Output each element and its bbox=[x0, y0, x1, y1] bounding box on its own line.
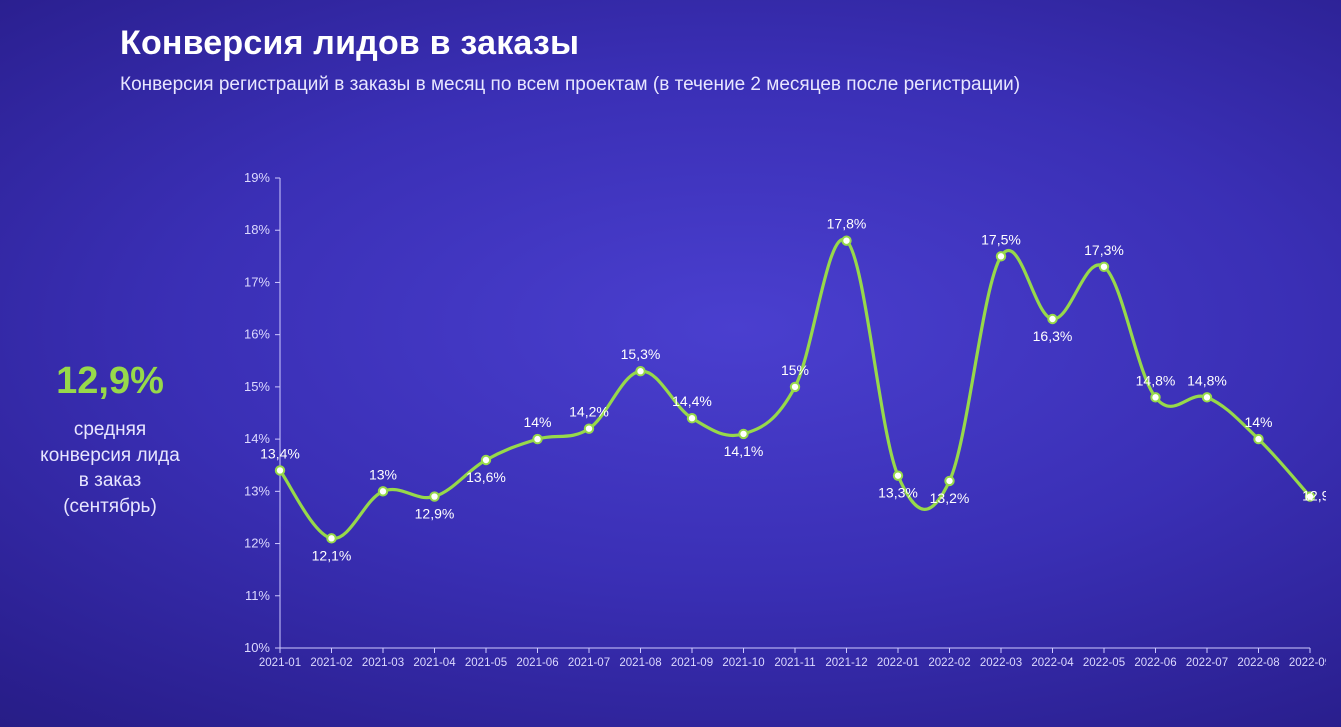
kpi-label-line: в заказ bbox=[0, 468, 220, 494]
data-point bbox=[842, 236, 850, 244]
data-point bbox=[1254, 435, 1262, 443]
page-subtitle: Конверсия регистраций в заказы в месяц п… bbox=[120, 74, 1020, 96]
kpi-label-line: (сентябрь) bbox=[0, 494, 220, 520]
conversion-line-chart: 10%11%12%13%14%15%16%17%18%19%2021-01202… bbox=[226, 168, 1326, 688]
x-tick-label: 2021-01 bbox=[259, 657, 301, 669]
data-label: 12,1% bbox=[312, 547, 352, 563]
data-point bbox=[739, 430, 747, 438]
data-point bbox=[894, 471, 902, 479]
x-tick-label: 2021-02 bbox=[310, 657, 352, 669]
data-label: 15% bbox=[781, 362, 809, 378]
kpi-value: 12,9% bbox=[0, 360, 220, 403]
data-label: 17,8% bbox=[827, 216, 867, 232]
x-tick-label: 2021-09 bbox=[671, 657, 713, 669]
data-point bbox=[636, 367, 644, 375]
data-label: 17,5% bbox=[981, 231, 1021, 247]
data-label: 13,4% bbox=[260, 445, 300, 461]
page-title: Конверсия лидов в заказы bbox=[120, 24, 579, 63]
data-label: 17,3% bbox=[1084, 242, 1124, 258]
data-point bbox=[997, 252, 1005, 260]
y-tick-label: 10% bbox=[244, 640, 270, 655]
data-point bbox=[1100, 263, 1108, 271]
data-point bbox=[585, 424, 593, 432]
data-point bbox=[1203, 393, 1211, 401]
x-tick-label: 2021-12 bbox=[825, 657, 867, 669]
data-label: 13% bbox=[369, 466, 397, 482]
data-point bbox=[1048, 315, 1056, 323]
y-tick-label: 13% bbox=[244, 483, 270, 498]
data-point bbox=[688, 414, 696, 422]
x-tick-label: 2022-04 bbox=[1031, 657, 1074, 669]
chart-svg: 10%11%12%13%14%15%16%17%18%19%2021-01202… bbox=[226, 168, 1326, 688]
data-label: 13,2% bbox=[930, 490, 970, 506]
data-label: 12,9% bbox=[1302, 488, 1326, 504]
y-tick-label: 19% bbox=[244, 170, 270, 185]
x-tick-label: 2021-07 bbox=[568, 657, 610, 669]
data-point bbox=[945, 477, 953, 485]
data-label: 14,1% bbox=[724, 443, 764, 459]
data-label: 12,9% bbox=[415, 506, 455, 522]
data-label: 14,4% bbox=[672, 393, 712, 409]
data-label: 15,3% bbox=[621, 346, 661, 362]
data-point bbox=[791, 383, 799, 391]
x-tick-label: 2021-10 bbox=[722, 657, 764, 669]
x-tick-label: 2022-03 bbox=[980, 657, 1022, 669]
data-label: 16,3% bbox=[1033, 328, 1073, 344]
x-tick-label: 2021-08 bbox=[619, 657, 661, 669]
data-label: 14,2% bbox=[569, 404, 609, 420]
y-tick-label: 12% bbox=[244, 536, 270, 551]
data-point bbox=[1151, 393, 1159, 401]
data-point bbox=[379, 487, 387, 495]
x-tick-label: 2022-05 bbox=[1083, 657, 1125, 669]
data-label: 13,6% bbox=[466, 469, 506, 485]
kpi-block: 12,9% средняя конверсия лида в заказ (се… bbox=[0, 360, 220, 520]
data-label: 13,3% bbox=[878, 485, 918, 501]
kpi-label: средняя конверсия лида в заказ (сентябрь… bbox=[0, 417, 220, 520]
y-tick-label: 18% bbox=[244, 222, 270, 237]
x-tick-label: 2022-09 bbox=[1289, 657, 1326, 669]
x-tick-label: 2021-06 bbox=[516, 657, 558, 669]
x-tick-label: 2022-02 bbox=[928, 657, 970, 669]
y-tick-label: 16% bbox=[244, 327, 270, 342]
data-label: 14% bbox=[523, 414, 551, 430]
data-label: 14% bbox=[1244, 414, 1272, 430]
x-tick-label: 2022-08 bbox=[1237, 657, 1279, 669]
x-tick-label: 2021-11 bbox=[774, 657, 815, 669]
data-point bbox=[327, 534, 335, 542]
data-point bbox=[430, 492, 438, 500]
y-tick-label: 11% bbox=[245, 588, 270, 603]
x-tick-label: 2021-03 bbox=[362, 657, 404, 669]
kpi-label-line: конверсия лида bbox=[0, 443, 220, 469]
y-tick-label: 17% bbox=[244, 274, 270, 289]
data-label: 14,8% bbox=[1136, 372, 1176, 388]
data-point bbox=[276, 466, 284, 474]
x-tick-label: 2022-01 bbox=[877, 657, 919, 669]
x-tick-label: 2022-06 bbox=[1134, 657, 1176, 669]
data-label: 14,8% bbox=[1187, 372, 1227, 388]
kpi-label-line: средняя bbox=[0, 417, 220, 443]
slide-content: Конверсия лидов в заказы Конверсия регис… bbox=[0, 0, 1341, 727]
x-axis: 2021-01 2021-02 2021-03 2021-04 2021-05 2021-… bbox=[259, 648, 1326, 669]
data-point bbox=[482, 456, 490, 464]
y-tick-label: 14% bbox=[244, 431, 270, 446]
y-tick-label: 15% bbox=[244, 379, 270, 394]
x-tick-label: 2022-07 bbox=[1186, 657, 1228, 669]
x-tick-label: 2021-04 bbox=[413, 657, 456, 669]
data-point bbox=[533, 435, 541, 443]
x-tick-label: 2021-05 bbox=[465, 657, 507, 669]
